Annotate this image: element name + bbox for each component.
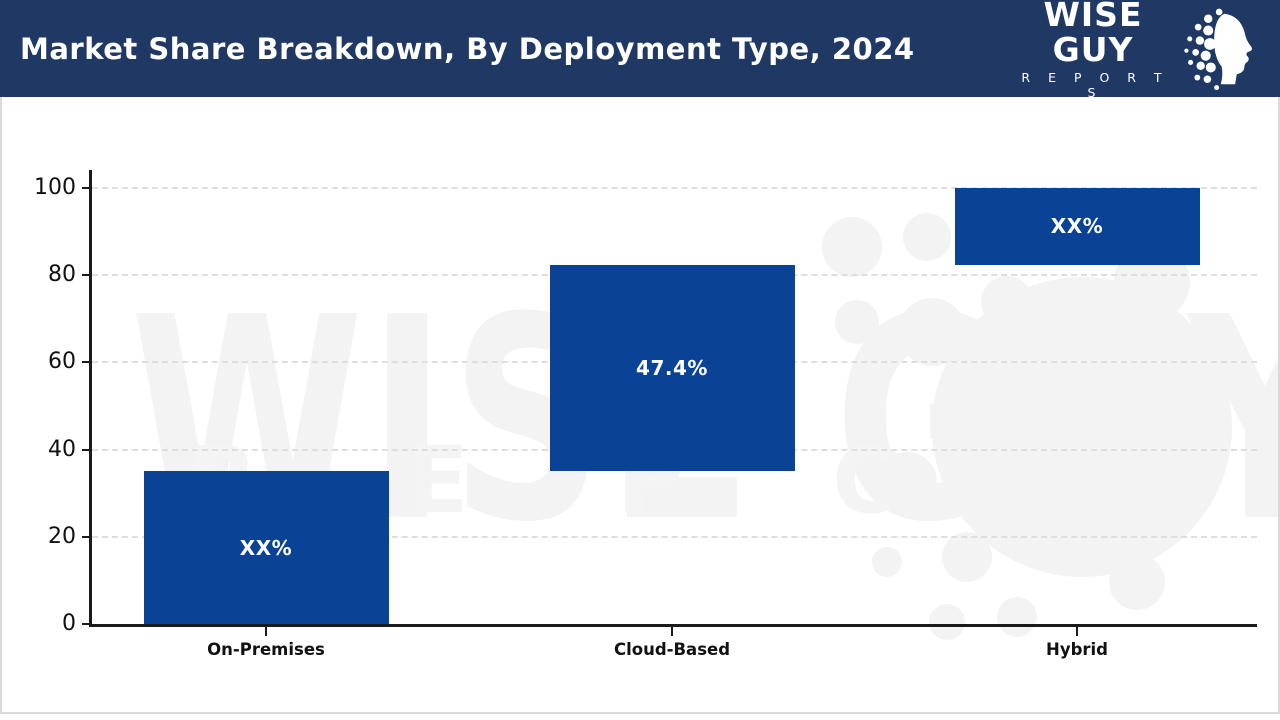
brand-text: WISE GUY R E P O R T S [1012,0,1174,100]
y-tick-label: 0 [62,611,76,636]
header-bar: Market Share Breakdown, By Deployment Ty… [0,0,1280,100]
y-tick-label: 20 [48,523,76,549]
brand-tagline: R E P O R T S [1021,69,1169,100]
y-tick [82,623,91,625]
chart-area: WISE GUY R E P O R T S 020406080100XX%On… [0,97,1280,714]
bar-cloud-based: 47.4% [549,264,795,472]
y-axis-line [89,170,92,627]
x-tick-label: Hybrid [1046,640,1108,659]
plot-area: 0 20 40 60 80 100 XX% On-Premises 47.4% Cloud-Bas… [2,97,1278,712]
bar-value-label: XX% [1050,214,1104,239]
wiseguy-head-icon [1184,8,1253,91]
y-tick [82,535,91,538]
y-tick [82,187,91,189]
y-tick-label: 100 [34,175,76,200]
gridline [92,535,1257,538]
bar-value-label: XX% [239,535,293,560]
x-tick [265,627,267,636]
bar-hybrid: XX% [954,188,1200,265]
x-tick-label: On-Premises [207,640,325,659]
y-tick [82,361,91,364]
x-tick-label: Cloud-Based [613,640,731,659]
gridline [92,187,1257,189]
y-tick-label: 60 [48,349,76,375]
brand-name: WISE GUY [1043,0,1143,69]
bar-on-premises: XX% [143,471,389,624]
chart-title: Market Share Breakdown, By Deployment Ty… [20,31,915,66]
x-tick [671,627,673,636]
y-tick-label: 40 [48,436,76,462]
brand-logo: WISE GUY R E P O R T S [1012,0,1262,100]
y-tick [82,274,91,277]
bar-value-label: 47.4% [636,356,708,381]
y-tick [82,448,91,451]
x-tick [1076,627,1078,636]
y-tick-label: 80 [48,262,76,288]
x-axis-line [89,624,1257,627]
